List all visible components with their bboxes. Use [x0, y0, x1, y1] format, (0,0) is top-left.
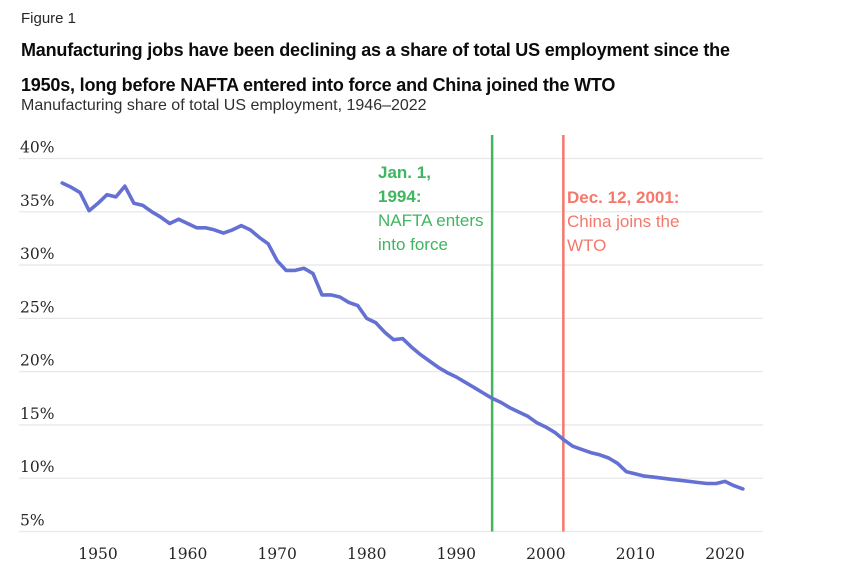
- annotation-line: NAFTA enters: [378, 211, 484, 230]
- annotation-line: 1994:: [378, 187, 422, 206]
- y-tick-label: 10%: [20, 458, 54, 476]
- chart-title-line-2: 1950s, long before NAFTA entered into fo…: [21, 75, 616, 95]
- y-tick-label: 5%: [20, 511, 45, 529]
- annotation-line: into force: [378, 235, 448, 254]
- figure-label: Figure 1: [21, 10, 77, 27]
- x-tick-label: 1980: [347, 545, 386, 563]
- y-tick-label: 35%: [20, 192, 54, 210]
- annotation-line: Dec. 12, 2001:: [567, 188, 680, 207]
- data-line: [60, 181, 745, 491]
- wto-annotation: Dec. 12, 2001: China joins the WTO: [567, 186, 707, 258]
- y-tick-label: 25%: [20, 298, 54, 316]
- annotation-line: Jan. 1,: [378, 163, 431, 182]
- y-tick-label: 20%: [20, 352, 54, 370]
- x-tick-label: 2000: [526, 545, 565, 563]
- annotation-line: China joins the: [567, 212, 680, 231]
- x-tick-label: 1960: [168, 545, 207, 563]
- chart-title-line-1: Manufacturing jobs have been declining a…: [21, 40, 730, 60]
- annotation-line: WTO: [567, 236, 607, 255]
- x-tick-label: 1990: [437, 545, 476, 563]
- y-tick-label: 15%: [20, 405, 54, 423]
- chart-subtitle: Manufacturing share of total US employme…: [21, 97, 427, 114]
- x-tick-label: 1970: [257, 545, 296, 563]
- x-tick-label: 2010: [616, 545, 655, 563]
- nafta-annotation: Jan. 1, 1994: NAFTA enters into force: [378, 161, 493, 257]
- y-tick-label: 30%: [20, 245, 54, 263]
- y-tick-label: 40%: [20, 139, 54, 157]
- chart-title: Manufacturing jobs have been declining a…: [21, 33, 861, 103]
- x-tick-label: 2020: [705, 545, 744, 563]
- x-tick-label: 1950: [78, 545, 117, 563]
